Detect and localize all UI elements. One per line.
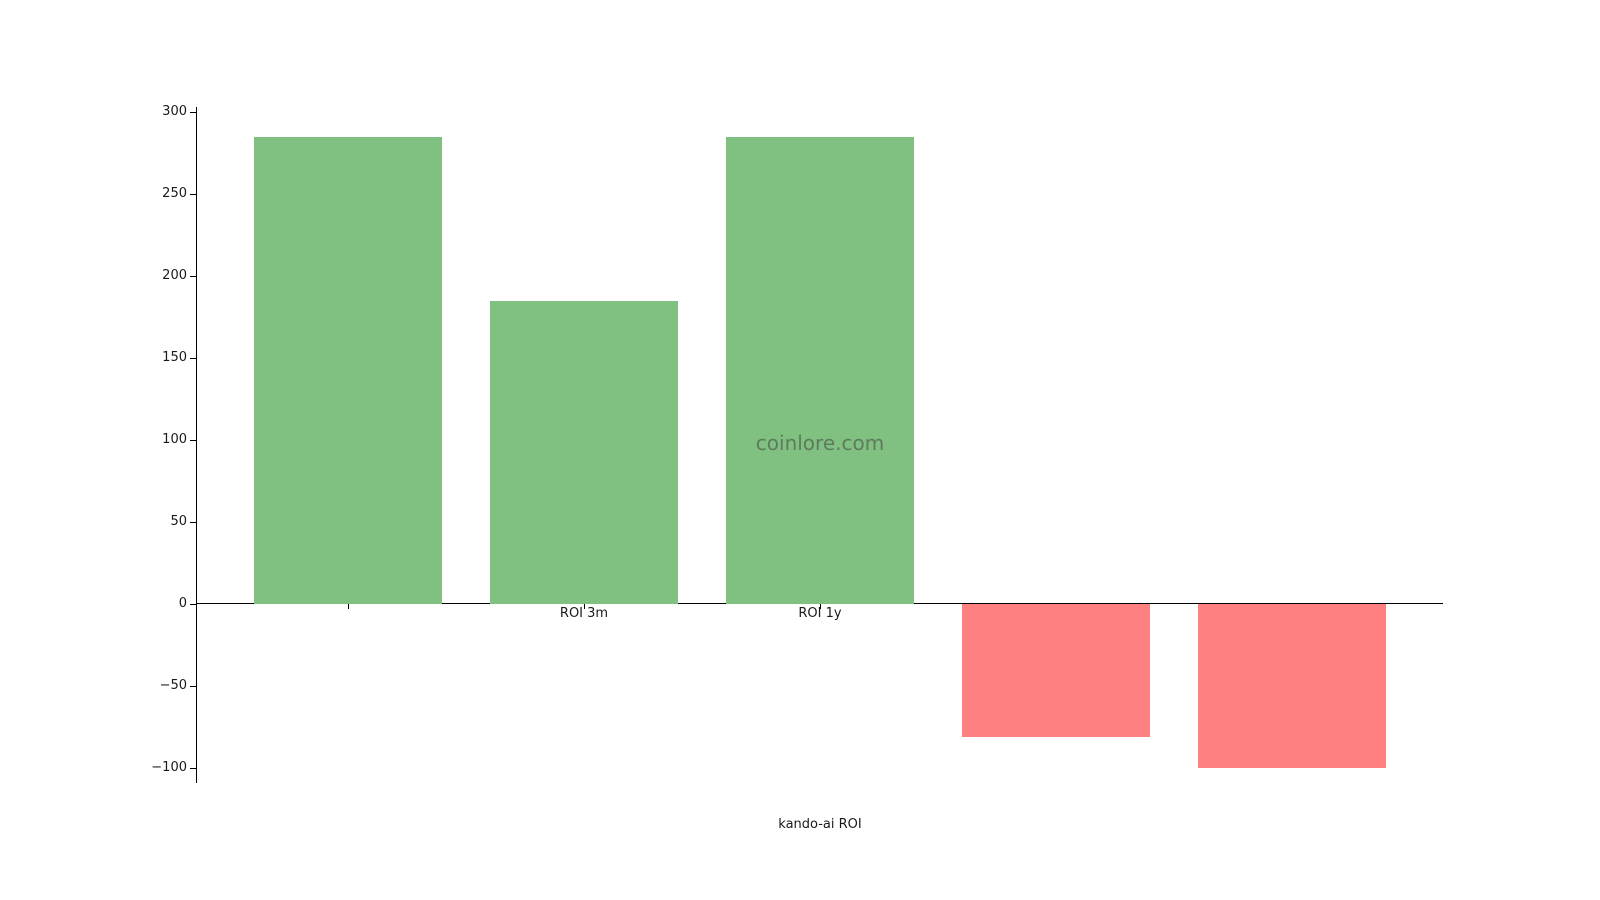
x-tick [819, 604, 821, 609]
x-tick-label: ROI 1y [798, 606, 842, 621]
y-axis-spine [196, 107, 197, 783]
y-tick [190, 111, 196, 113]
chart-title: kando-ai ROI [778, 817, 862, 832]
bar-0 [254, 136, 442, 604]
y-tick-label: 200 [162, 268, 187, 283]
y-tick [190, 685, 196, 687]
y-tick [190, 275, 196, 277]
x-tick-label: ROI 3m [559, 606, 609, 621]
y-tick-label: 50 [170, 514, 187, 529]
watermark-text: coinlore.com [755, 431, 885, 455]
y-tick [190, 439, 196, 441]
bar-1 [490, 300, 678, 604]
bar-2 [726, 136, 914, 604]
y-tick-label: 150 [162, 350, 187, 365]
y-tick-label: −50 [159, 678, 187, 693]
y-tick-label: 250 [162, 186, 187, 201]
y-tick-label: 100 [162, 432, 187, 447]
bar-3 [962, 604, 1150, 737]
y-tick-label: 0 [178, 596, 187, 611]
x-tick [347, 604, 349, 609]
y-tick [190, 521, 196, 523]
y-tick [190, 193, 196, 195]
x-tick [583, 604, 585, 609]
y-tick [190, 767, 196, 769]
y-tick-label: 300 [162, 104, 187, 119]
y-tick-label: −100 [151, 760, 187, 775]
bar-4 [1198, 604, 1386, 768]
y-tick [190, 357, 196, 359]
y-tick [190, 603, 196, 605]
